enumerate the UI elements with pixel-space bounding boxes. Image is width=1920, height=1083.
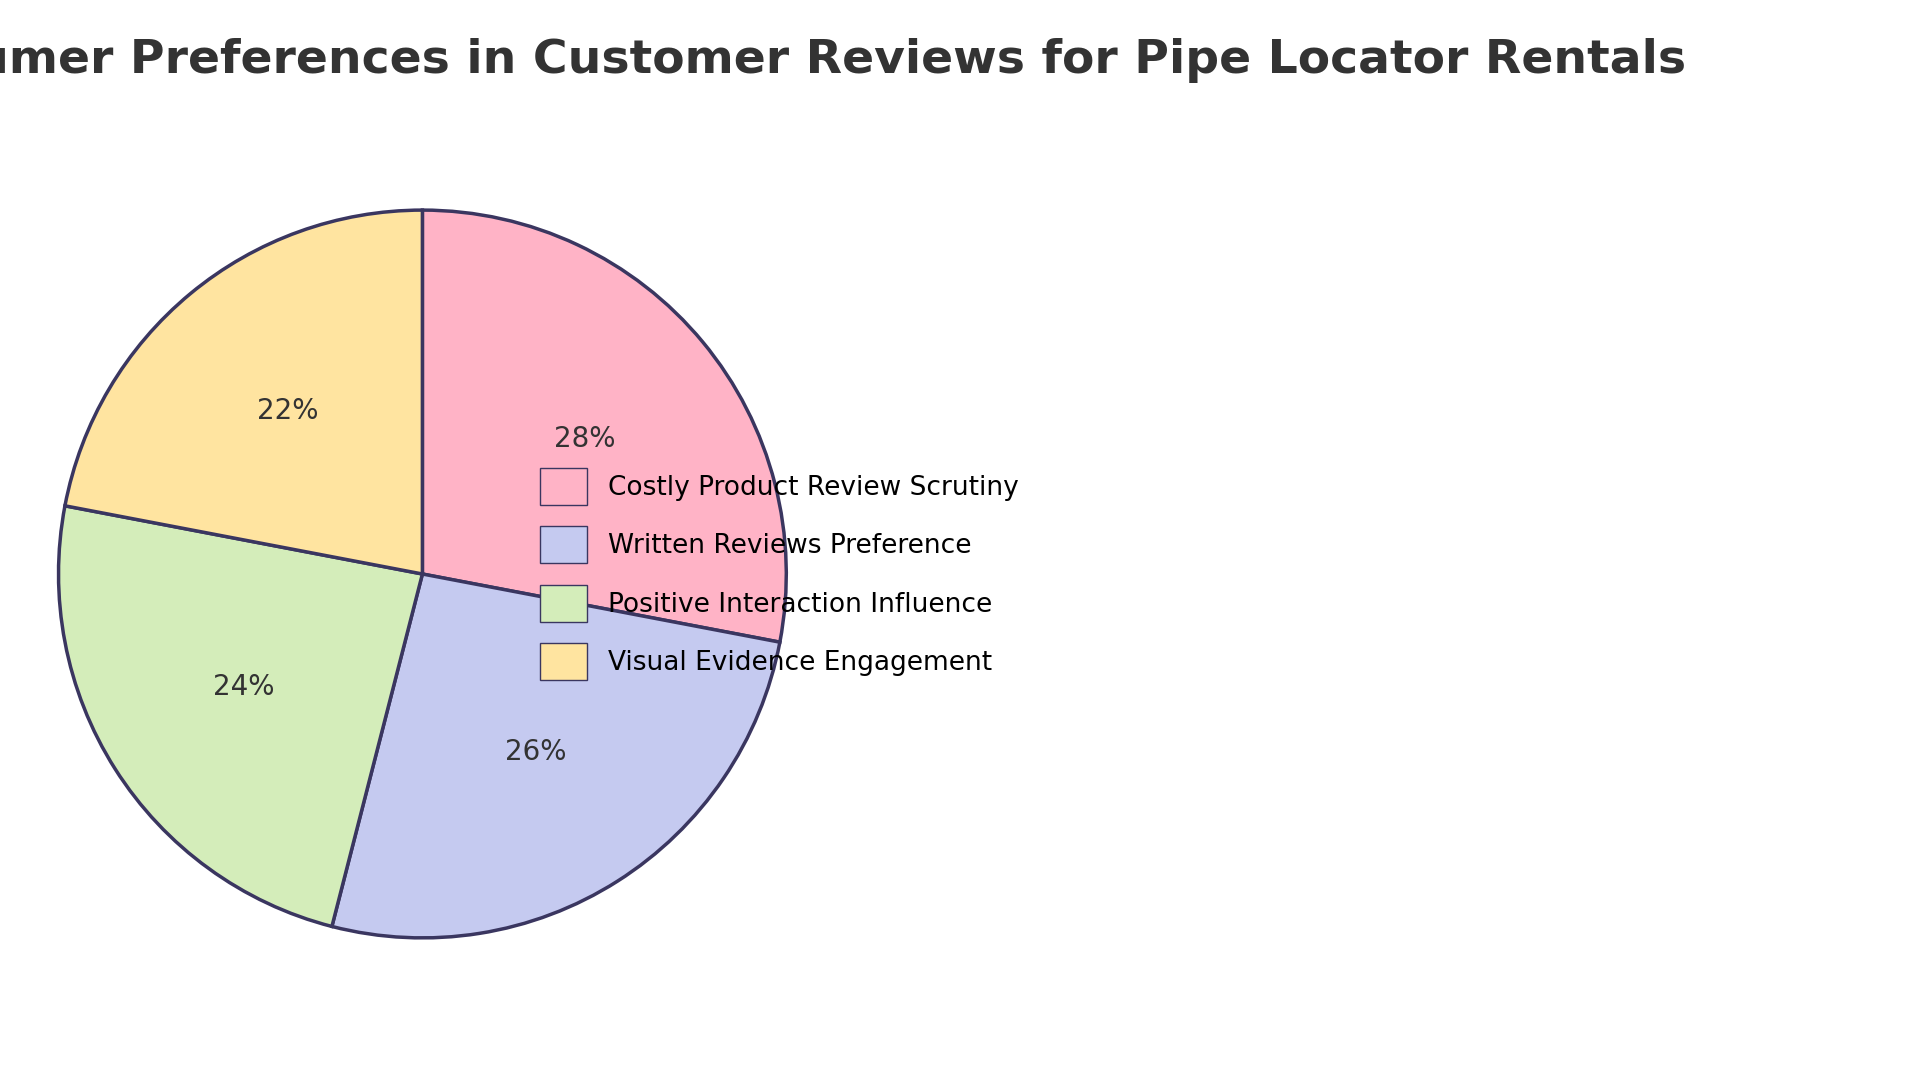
Text: Consumer Preferences in Customer Reviews for Pipe Locator Rentals: Consumer Preferences in Customer Reviews… xyxy=(0,38,1686,83)
Wedge shape xyxy=(422,210,787,642)
Text: 22%: 22% xyxy=(257,397,319,426)
Wedge shape xyxy=(65,210,422,574)
Wedge shape xyxy=(58,506,422,926)
Text: 28%: 28% xyxy=(555,426,616,454)
Wedge shape xyxy=(332,574,780,938)
Legend: Costly Product Review Scrutiny, Written Reviews Preference, Positive Interaction: Costly Product Review Scrutiny, Written … xyxy=(526,455,1033,693)
Text: 24%: 24% xyxy=(213,673,275,701)
Text: 26%: 26% xyxy=(505,739,566,766)
